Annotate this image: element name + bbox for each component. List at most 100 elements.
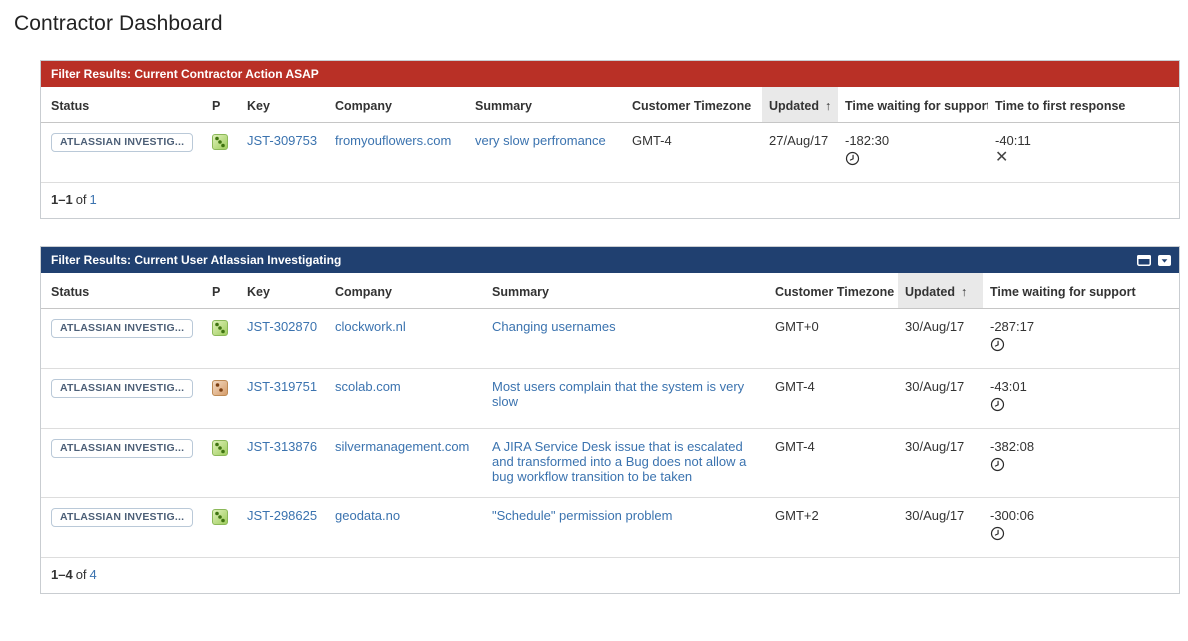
time-to-first-response-cell: -40:11 ✕: [988, 122, 1179, 183]
issue-key-link[interactable]: JST-298625: [247, 508, 318, 523]
key-cell[interactable]: JST-302870: [240, 308, 328, 369]
priority-cell: [205, 122, 240, 183]
summary-cell[interactable]: Most users complain that the system is v…: [485, 368, 768, 429]
column-label: Customer Timezone: [775, 285, 895, 299]
column-header-customer-timezone[interactable]: Customer Timezone: [625, 87, 762, 123]
column-header-status[interactable]: Status: [41, 87, 205, 123]
priority-green-icon: [212, 134, 228, 150]
status-cell: ATLASSIAN INVESTIG...: [41, 368, 205, 429]
summary-cell[interactable]: very slow perfromance: [468, 122, 625, 183]
issue-row: ATLASSIAN INVESTIG... JST-302870 clockwork…: [41, 308, 1179, 369]
column-header-company[interactable]: Company: [328, 273, 485, 309]
company-link[interactable]: clockwork.nl: [335, 319, 406, 334]
company-link[interactable]: geodata.no: [335, 508, 401, 523]
first-response-value: -40:11: [995, 133, 1031, 148]
summary-link[interactable]: "Schedule" permission problem: [492, 508, 673, 523]
summary-link[interactable]: Most users complain that the system is v…: [492, 379, 745, 409]
updated-date-value: 27/Aug/17: [769, 133, 829, 148]
summary-link[interactable]: very slow perfromance: [475, 133, 606, 148]
company-cell[interactable]: fromyouflowers.com: [328, 122, 468, 183]
column-header-summary[interactable]: Summary: [485, 273, 768, 309]
gadget-controls: [1137, 254, 1171, 266]
gadget-header[interactable]: Filter Results: Current User Atlassian I…: [41, 247, 1179, 273]
issue-key-link[interactable]: JST-302870: [247, 319, 318, 334]
issues-table: Status P Key Company Summary Customer Timezon…: [41, 273, 1179, 558]
company-cell[interactable]: geodata.no: [328, 497, 485, 558]
summary-cell[interactable]: "Schedule" permission problem: [485, 497, 768, 558]
gadget-menu-dropdown-icon[interactable]: [1158, 254, 1171, 266]
column-header-key[interactable]: Key: [240, 87, 328, 123]
company-link[interactable]: fromyouflowers.com: [335, 133, 452, 148]
time-waiting-value: -43:01: [990, 379, 1027, 394]
priority-cell: [205, 497, 240, 558]
priority-cell: [205, 308, 240, 369]
issue-key-link[interactable]: JST-313876: [247, 439, 318, 454]
customer-timezone-value: GMT-4: [775, 379, 815, 394]
company-cell[interactable]: silvermanagement.com: [328, 428, 485, 498]
pagination-of: of: [75, 192, 87, 207]
issue-key-link[interactable]: JST-309753: [247, 133, 318, 148]
priority-orange-icon: [212, 380, 228, 396]
status-badge: ATLASSIAN INVESTIG...: [51, 319, 194, 338]
company-link[interactable]: silvermanagement.com: [335, 439, 470, 454]
customer-timezone-value: GMT-4: [632, 133, 672, 148]
key-cell[interactable]: JST-319751: [240, 368, 328, 429]
column-header-key[interactable]: Key: [240, 273, 328, 309]
column-header-summary[interactable]: Summary: [468, 87, 625, 123]
column-header-updated[interactable]: Updated ↑: [898, 273, 983, 309]
pagination-total-link[interactable]: 4: [89, 567, 97, 582]
issue-row: ATLASSIAN INVESTIG... JST-313876 silverman…: [41, 428, 1179, 498]
table-header: Status P Key Company Summary Customer Timezon…: [41, 273, 1179, 309]
pagination-total-link[interactable]: 1: [89, 192, 97, 207]
key-cell[interactable]: JST-313876: [240, 428, 328, 498]
gadget-header[interactable]: Filter Results: Current Contractor Actio…: [41, 61, 1179, 87]
column-header-updated[interactable]: Updated ↑: [762, 87, 838, 123]
company-cell[interactable]: scolab.com: [328, 368, 485, 429]
clock-icon: [990, 526, 1005, 541]
column-label: Key: [247, 99, 270, 113]
key-cell[interactable]: JST-298625: [240, 497, 328, 558]
summary-cell[interactable]: A JIRA Service Desk issue that is escala…: [485, 428, 768, 498]
time-waiting-cell: -382:08: [983, 428, 1179, 498]
key-cell[interactable]: JST-309753: [240, 122, 328, 183]
issue-row: ATLASSIAN INVESTIG... JST-319751 scolab.co…: [41, 368, 1179, 429]
updated-date-value: 30/Aug/17: [905, 379, 965, 394]
timezone-cell: GMT+2: [768, 497, 898, 558]
summary-link[interactable]: A JIRA Service Desk issue that is escala…: [492, 439, 747, 484]
issue-key-link[interactable]: JST-319751: [247, 379, 318, 394]
updated-cell: 30/Aug/17: [898, 497, 983, 558]
column-label: Status: [51, 285, 90, 299]
issue-row: ATLASSIAN INVESTIG... JST-298625 geodata.n…: [41, 497, 1179, 558]
column-header-p[interactable]: P: [205, 273, 240, 309]
summary-link[interactable]: Changing usernames: [492, 319, 616, 334]
column-label: Customer Timezone: [632, 99, 752, 113]
updated-date-value: 30/Aug/17: [905, 319, 965, 334]
timezone-cell: GMT-4: [625, 122, 762, 183]
column-header-status[interactable]: Status: [41, 273, 205, 309]
gadget-title: Filter Results: Current User Atlassian I…: [51, 253, 342, 267]
column-header-company[interactable]: Company: [328, 87, 468, 123]
summary-cell[interactable]: Changing usernames: [485, 308, 768, 369]
time-waiting-value: -382:08: [990, 439, 1035, 454]
page-title: Contractor Dashboard: [14, 12, 223, 35]
issue-row: ATLASSIAN INVESTIG... JST-309753 fromyoufl…: [41, 122, 1179, 183]
column-header-p[interactable]: P: [205, 87, 240, 123]
column-header-time-to-first-response[interactable]: Time to first response: [988, 87, 1179, 123]
pagination-range: 1–1: [51, 192, 73, 207]
time-waiting-value: -287:17: [990, 319, 1035, 334]
time-waiting-cell: -287:17: [983, 308, 1179, 369]
clock-icon: [990, 457, 1005, 472]
column-label: Time waiting for support: [990, 285, 1136, 299]
maximize-icon[interactable]: [1137, 254, 1151, 266]
status-badge: ATLASSIAN INVESTIG...: [51, 439, 194, 458]
priority-green-icon: [212, 440, 228, 456]
company-link[interactable]: scolab.com: [335, 379, 401, 394]
customer-timezone-value: GMT+0: [775, 319, 819, 334]
column-header-time-waiting-for-support[interactable]: Time waiting for support: [983, 273, 1179, 309]
column-header-customer-timezone[interactable]: Customer Timezone: [768, 273, 898, 309]
column-label: Company: [335, 285, 392, 299]
column-header-time-waiting-for-support[interactable]: Time waiting for support: [838, 87, 988, 123]
status-cell: ATLASSIAN INVESTIG...: [41, 428, 205, 498]
company-cell[interactable]: clockwork.nl: [328, 308, 485, 369]
time-waiting-cell: -43:01: [983, 368, 1179, 429]
